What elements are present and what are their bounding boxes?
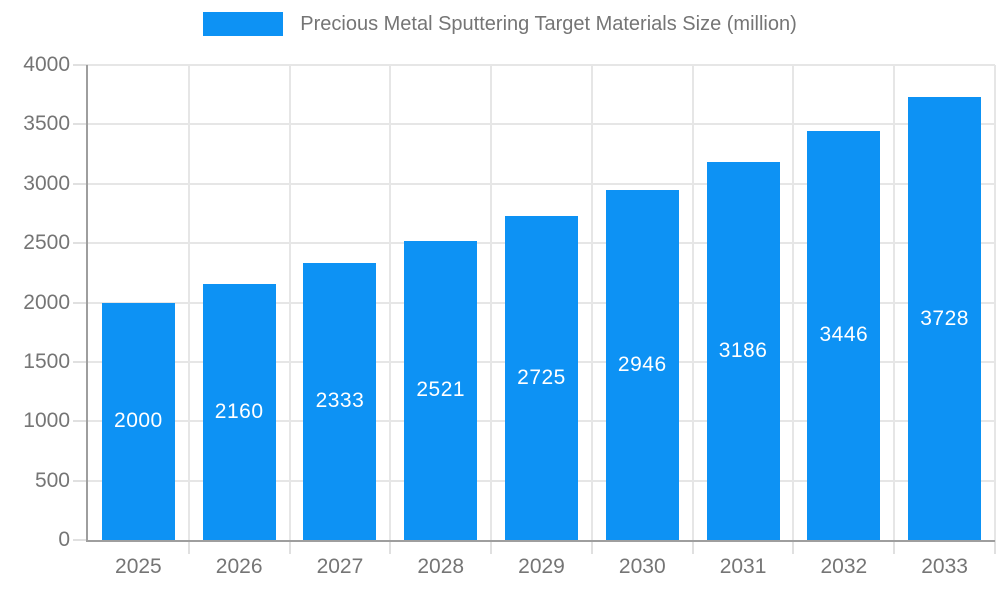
bar-2029[interactable]: 2725: [505, 216, 578, 540]
v-gridline: [490, 65, 493, 540]
x-tick-label: 2028: [417, 555, 465, 578]
y-axis-tick: [73, 64, 88, 66]
x-axis-tick: [288, 540, 291, 554]
y-tick-label: 3000: [23, 171, 70, 195]
bar-2028[interactable]: 2521: [404, 240, 478, 540]
x-axis-tick: [893, 540, 896, 554]
bar-2026[interactable]: 2160: [202, 283, 276, 540]
bar-value-label: 2521: [416, 378, 466, 402]
v-gridline: [994, 65, 996, 540]
y-axis-tick: [73, 182, 88, 185]
v-gridline: [792, 65, 795, 540]
x-tick-label: 2025: [115, 555, 162, 578]
bar-value-label: 2333: [315, 389, 365, 413]
bar-value-label: 2946: [617, 353, 667, 377]
x-axis-tick: [590, 540, 593, 554]
h-gridline: [88, 64, 995, 66]
v-gridline: [288, 65, 291, 540]
y-axis-line: [86, 65, 88, 540]
x-tick-label: 2027: [316, 555, 364, 578]
x-tick-label: 2033: [921, 555, 968, 578]
y-tick-label: 1500: [23, 349, 70, 373]
v-gridline: [187, 65, 190, 540]
x-tick-label: 2029: [518, 555, 565, 578]
bar-value-label: 2725: [517, 366, 566, 390]
v-gridline: [389, 65, 392, 540]
bar-value-label: 3728: [920, 306, 969, 330]
x-axis-tick: [389, 540, 392, 554]
chart-title: Precious Metal Sputtering Target Materia…: [300, 13, 797, 35]
bar-2032[interactable]: 3446: [807, 130, 881, 540]
h-gridline: [88, 123, 995, 126]
y-axis-tick: [73, 360, 88, 363]
bar-2031[interactable]: 3186: [706, 161, 780, 540]
y-tick-label: 4000: [23, 53, 70, 76]
bar-2027[interactable]: 2333: [303, 262, 377, 540]
legend-swatch: [203, 12, 284, 36]
y-axis-tick: [73, 479, 88, 482]
y-tick-label: 3500: [23, 112, 70, 136]
legend[interactable]: Precious Metal Sputtering Target Materia…: [0, 12, 1000, 36]
x-axis-line: [86, 540, 995, 542]
x-axis-tick: [792, 540, 795, 554]
y-axis-tick: [73, 420, 88, 423]
y-axis-tick: [73, 539, 88, 541]
v-gridline: [590, 65, 593, 540]
x-tick-label: 2031: [719, 555, 767, 578]
y-axis-tick: [73, 242, 88, 245]
y-tick-label: 1000: [23, 409, 70, 433]
bar-value-label: 3186: [718, 338, 768, 362]
bar-2025[interactable]: 2000: [101, 302, 175, 540]
x-tick-label: 2032: [820, 555, 868, 578]
y-axis-tick: [73, 301, 88, 304]
x-axis-tick: [994, 540, 996, 554]
y-tick-label: 0: [58, 528, 70, 551]
bar-value-label: 2160: [214, 399, 264, 423]
x-axis-tick: [490, 540, 493, 554]
x-tick-label: 2030: [618, 555, 666, 578]
bar-2033[interactable]: 3728: [908, 97, 982, 540]
plot-area: 2000 2160 2333 2521 2725 2946 3186 3446 3728: [73, 64, 996, 554]
bar-2030[interactable]: 2946: [605, 190, 679, 540]
y-tick-label: 500: [34, 468, 70, 492]
y-tick-label: 2000: [23, 290, 70, 314]
v-gridline: [691, 65, 694, 540]
x-axis-tick: [187, 540, 190, 554]
v-gridline: [893, 65, 896, 540]
x-axis-tick: [691, 540, 694, 554]
x-tick-label: 2026: [215, 555, 263, 578]
bar-value-label: 2000: [114, 409, 163, 433]
y-axis-tick: [73, 123, 88, 126]
y-tick-label: 2500: [23, 231, 70, 255]
h-gridline: [88, 182, 995, 185]
bar-value-label: 3446: [819, 323, 869, 347]
